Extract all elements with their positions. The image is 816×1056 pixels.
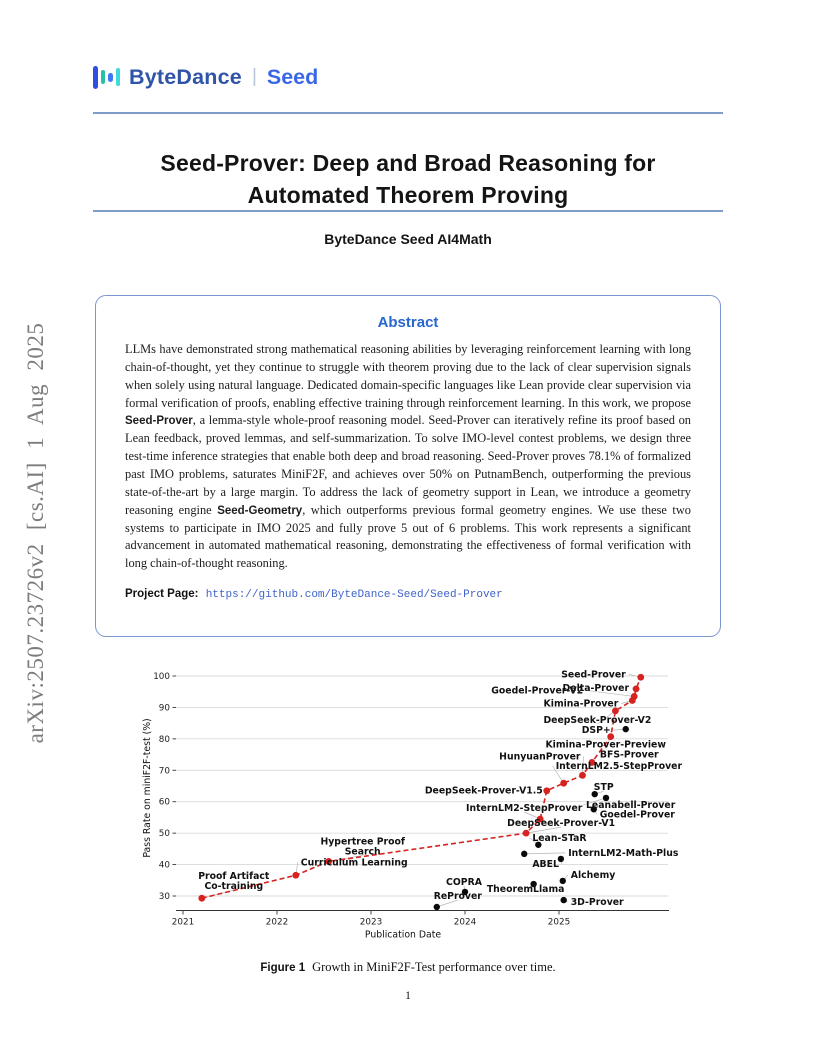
title-divider [93, 210, 723, 212]
svg-text:50: 50 [159, 829, 171, 839]
data-point-Seed-Prover [637, 673, 645, 681]
svg-text:Pass Rate on miniF2F-test (%): Pass Rate on miniF2F-test (%) [142, 718, 153, 857]
data-point-Delta-Prover [632, 685, 640, 693]
point-label-TheoremLlama: TheoremLlama [487, 884, 565, 895]
page-number: 1 [405, 990, 411, 1002]
data-point-Alchemy [559, 877, 566, 885]
point-label-InternLM2-StepProver: InternLM2-StepProver [466, 803, 583, 814]
data-point-DSP+ [622, 725, 629, 733]
point-label-DeepSeek-Prover-V1: DeepSeek-Prover-V1 [507, 818, 615, 829]
point-label-3D-Prover: 3D-Prover [571, 897, 624, 908]
svg-text:80: 80 [159, 735, 171, 745]
paper-title: Seed-Prover: Deep and Broad Reasoning fo… [93, 148, 723, 211]
project-page-label: Project Page: [125, 588, 199, 601]
svg-text:30: 30 [159, 892, 171, 902]
authors-line: ByteDance Seed AI4Math [324, 231, 492, 247]
abstract-box: Abstract LLMs have demonstrated strong m… [95, 295, 721, 637]
svg-text:2023: 2023 [360, 918, 382, 928]
data-point-ReProver [433, 903, 440, 911]
point-label-Kimina-Prover-Preview: Kimina-Prover-Preview [545, 740, 666, 751]
minif2f-chart: 30 40 50 60 70 80 90 100 2021 2022 2023 2024 2025 Pub… [142, 669, 683, 941]
point-label-BFS-Prover: BFS-Prover [600, 749, 659, 760]
data-point-Lean-STaR [535, 841, 542, 848]
point-label-Curriculum Learning: Curriculum Learning [301, 857, 408, 868]
point-label-Goedel-Prover: Goedel-Prover [600, 809, 675, 820]
project-page-row: Project Page: https://github.com/ByteDan… [125, 588, 691, 601]
point-label-ABEL: ABEL [532, 859, 559, 870]
point-label-InternLM2.5-StepProver: InternLM2.5-StepProver [556, 761, 683, 772]
figure-label: Figure 1 [260, 962, 306, 974]
data-point-Goedel-Prover [590, 806, 597, 813]
svg-text:2024: 2024 [454, 918, 477, 928]
data-point-DeepSeek-Prover-V1 [522, 829, 530, 837]
figure-caption-text: Growth in MiniF2F-Test performance over … [312, 960, 556, 974]
brand-divider: | [251, 66, 257, 87]
point-label-HunyuanProver: HunyuanProver [499, 751, 581, 762]
point-label-Kimina-Prover: Kimina-Prover [544, 699, 619, 710]
svg-text:2025: 2025 [548, 918, 570, 928]
point-label-InternLM2-Math-Plus: InternLM2-Math-Plus [568, 848, 679, 859]
point-label-Hypertree Proof Search: Hypertree Proof [320, 836, 405, 847]
point-label-COPRA: COPRA [446, 877, 483, 888]
data-point-STP [591, 790, 598, 798]
point-label-DSP+: DSP+ [582, 725, 611, 736]
point-label-Hypertree Proof Search: Search [345, 846, 381, 857]
data-point-BFS-Prover [588, 759, 596, 766]
data-point-Kimina-Prover-Preview [607, 733, 615, 741]
point-label-Alchemy: Alchemy [571, 870, 616, 881]
svg-text:40: 40 [159, 861, 171, 871]
data-point-COPRA [461, 888, 469, 896]
brand-bytedance: ByteDance [129, 64, 242, 89]
data-point-Hypertree Proof Search [325, 858, 333, 865]
svg-text:70: 70 [159, 766, 171, 776]
bytedance-logo-icon [93, 65, 120, 89]
point-label-Proof Artifact Co-training: Co-training [204, 881, 263, 892]
point-label-Goedel-Prover-V2: Goedel-Prover-V2 [491, 685, 583, 696]
data-point-HunyuanProver [579, 771, 586, 779]
svg-text:2022: 2022 [266, 918, 288, 928]
abstract-heading: Abstract [377, 314, 439, 331]
point-label-Lean-STaR: Lean-STaR [532, 833, 586, 844]
svg-text:Publication Date: Publication Date [365, 930, 441, 941]
point-label-ReProver: ReProver [434, 891, 483, 902]
point-label-STP: STP [594, 782, 614, 793]
point-label-Proof Artifact Co-training: Proof Artifact [198, 871, 270, 882]
data-point-Curriculum Learning [292, 871, 300, 879]
svg-text:90: 90 [159, 703, 171, 713]
point-label-Delta-Prover: Delta-Prover [563, 683, 630, 694]
data-point-TheoremLlama [530, 880, 537, 888]
abstract-body: LLMs have demonstrated strong mathematic… [125, 342, 691, 571]
paper-title-line2: Automated Theorem Proving [247, 182, 569, 209]
data-point-DeepSeek-Prover-V2 [612, 707, 619, 715]
data-point-ABEL [557, 855, 565, 863]
point-label-Seed-Prover: Seed-Prover [561, 669, 626, 680]
figure-1: 30 40 50 60 70 80 90 100 2021 2022 2023 2024 2025 Pub… [138, 658, 698, 948]
data-point-InternLM2-Math-Plus [521, 850, 528, 858]
logo-row: ByteDance | Seed [93, 62, 318, 92]
point-label-DeepSeek-Prover-V1.5: DeepSeek-Prover-V1.5 [425, 786, 543, 797]
data-point-Proof Artifact Co-training [198, 894, 206, 902]
data-point-InternLM2.5-StepProver [560, 779, 568, 787]
point-label-DeepSeek-Prover-V2: DeepSeek-Prover-V2 [543, 715, 651, 726]
svg-text:100: 100 [153, 672, 170, 682]
figure-caption: Figure 1 Growth in MiniF2F-Test performan… [0, 960, 816, 975]
paper-title-line1: Seed-Prover: Deep and Broad Reasoning fo… [160, 150, 656, 177]
svg-text:2021: 2021 [172, 918, 194, 928]
header-divider [93, 112, 723, 114]
data-point-3D-Prover [560, 896, 567, 904]
brand-seed: Seed [266, 64, 319, 89]
data-point-DeepSeek-Prover-V1.5 [543, 787, 551, 795]
data-point-Leanabell-Prover [602, 794, 610, 802]
point-label-Leanabell-Prover: Leanabell-Prover [586, 800, 676, 811]
svg-text:60: 60 [159, 798, 171, 808]
data-point-Goedel-Prover-V2 [630, 693, 638, 700]
data-point-InternLM2-StepProver [536, 815, 544, 823]
arxiv-watermark: arXiv:2507.23726v2 [cs.AI] 1 Aug 2025 [23, 322, 48, 744]
project-page-link[interactable]: https://github.com/ByteDance-Seed/Seed-P… [205, 589, 503, 602]
